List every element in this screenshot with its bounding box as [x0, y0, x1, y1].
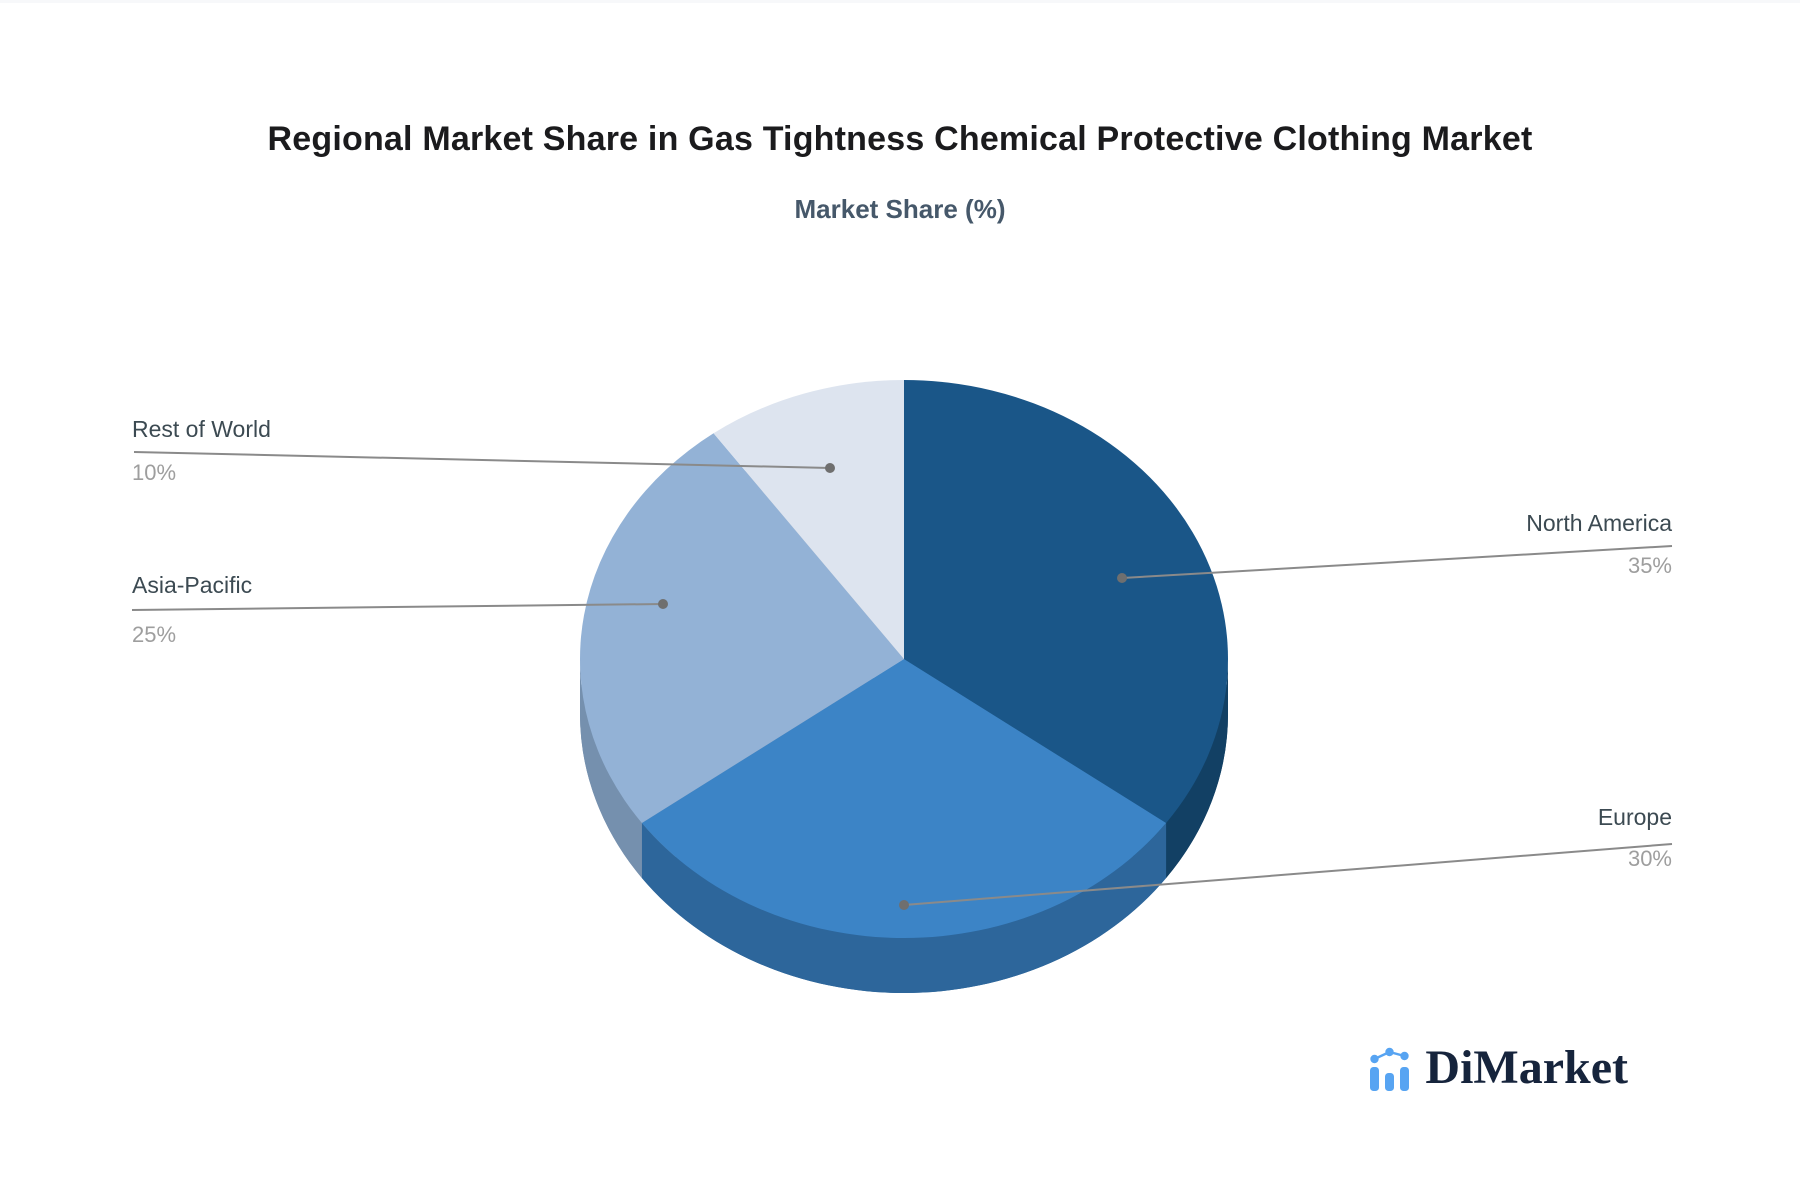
callout-europe: Europe 30%: [1598, 804, 1672, 871]
slice-percent: 10%: [132, 460, 177, 485]
leader-line-rest-of-world: [133, 451, 831, 469]
leader-dot-europe: [899, 900, 909, 910]
slice-label: Asia-Pacific: [132, 572, 253, 598]
leader-dot-asia-pacific: [658, 599, 668, 609]
leader-dot-rest-of-world: [825, 463, 835, 473]
slice-label: Europe: [1597, 804, 1672, 830]
callout-north-america: North America 35%: [1526, 510, 1672, 578]
pie-slice-asia-pacific[interactable]: [580, 433, 904, 823]
leader-lines: [131, 451, 1673, 906]
leader-line-asia-pacific: [131, 603, 664, 611]
chart-title: Regional Market Share in Gas Tightness C…: [267, 120, 1533, 158]
slice-percent: 25%: [132, 622, 177, 647]
callout-rest-of-world: Rest of World 10%: [132, 416, 271, 485]
pie-side-europe[interactable]: [641, 822, 1167, 993]
slice-percent: 30%: [1627, 846, 1672, 871]
pie-side-asia-pacific[interactable]: [580, 659, 642, 878]
dimarket-logo-icon: [1370, 1047, 1410, 1091]
dimarket-logo-text: DiMarket: [1425, 1041, 1628, 1094]
chart-subtitle: Market Share (%): [794, 194, 1006, 224]
page-top-edge: [0, 0, 1800, 3]
leader-dots: [658, 463, 1127, 910]
leader-dot-north-america: [1117, 573, 1127, 583]
pie-slice-europe[interactable]: [641, 659, 1167, 938]
leader-line-north-america: [1121, 545, 1673, 579]
pie-slice-north-america[interactable]: [904, 380, 1228, 823]
dimarket-logo: DiMarket: [1369, 1040, 1628, 1092]
slice-percent: 35%: [1627, 553, 1672, 578]
callout-asia-pacific: Asia-Pacific 25%: [132, 572, 252, 647]
slice-label: Rest of World: [132, 416, 271, 442]
leader-line-europe: [903, 843, 1673, 906]
slice-label: North America: [1526, 510, 1672, 536]
pie-side-north-america[interactable]: [1166, 659, 1228, 878]
pie-slice-rest-of-world[interactable]: [713, 380, 904, 659]
